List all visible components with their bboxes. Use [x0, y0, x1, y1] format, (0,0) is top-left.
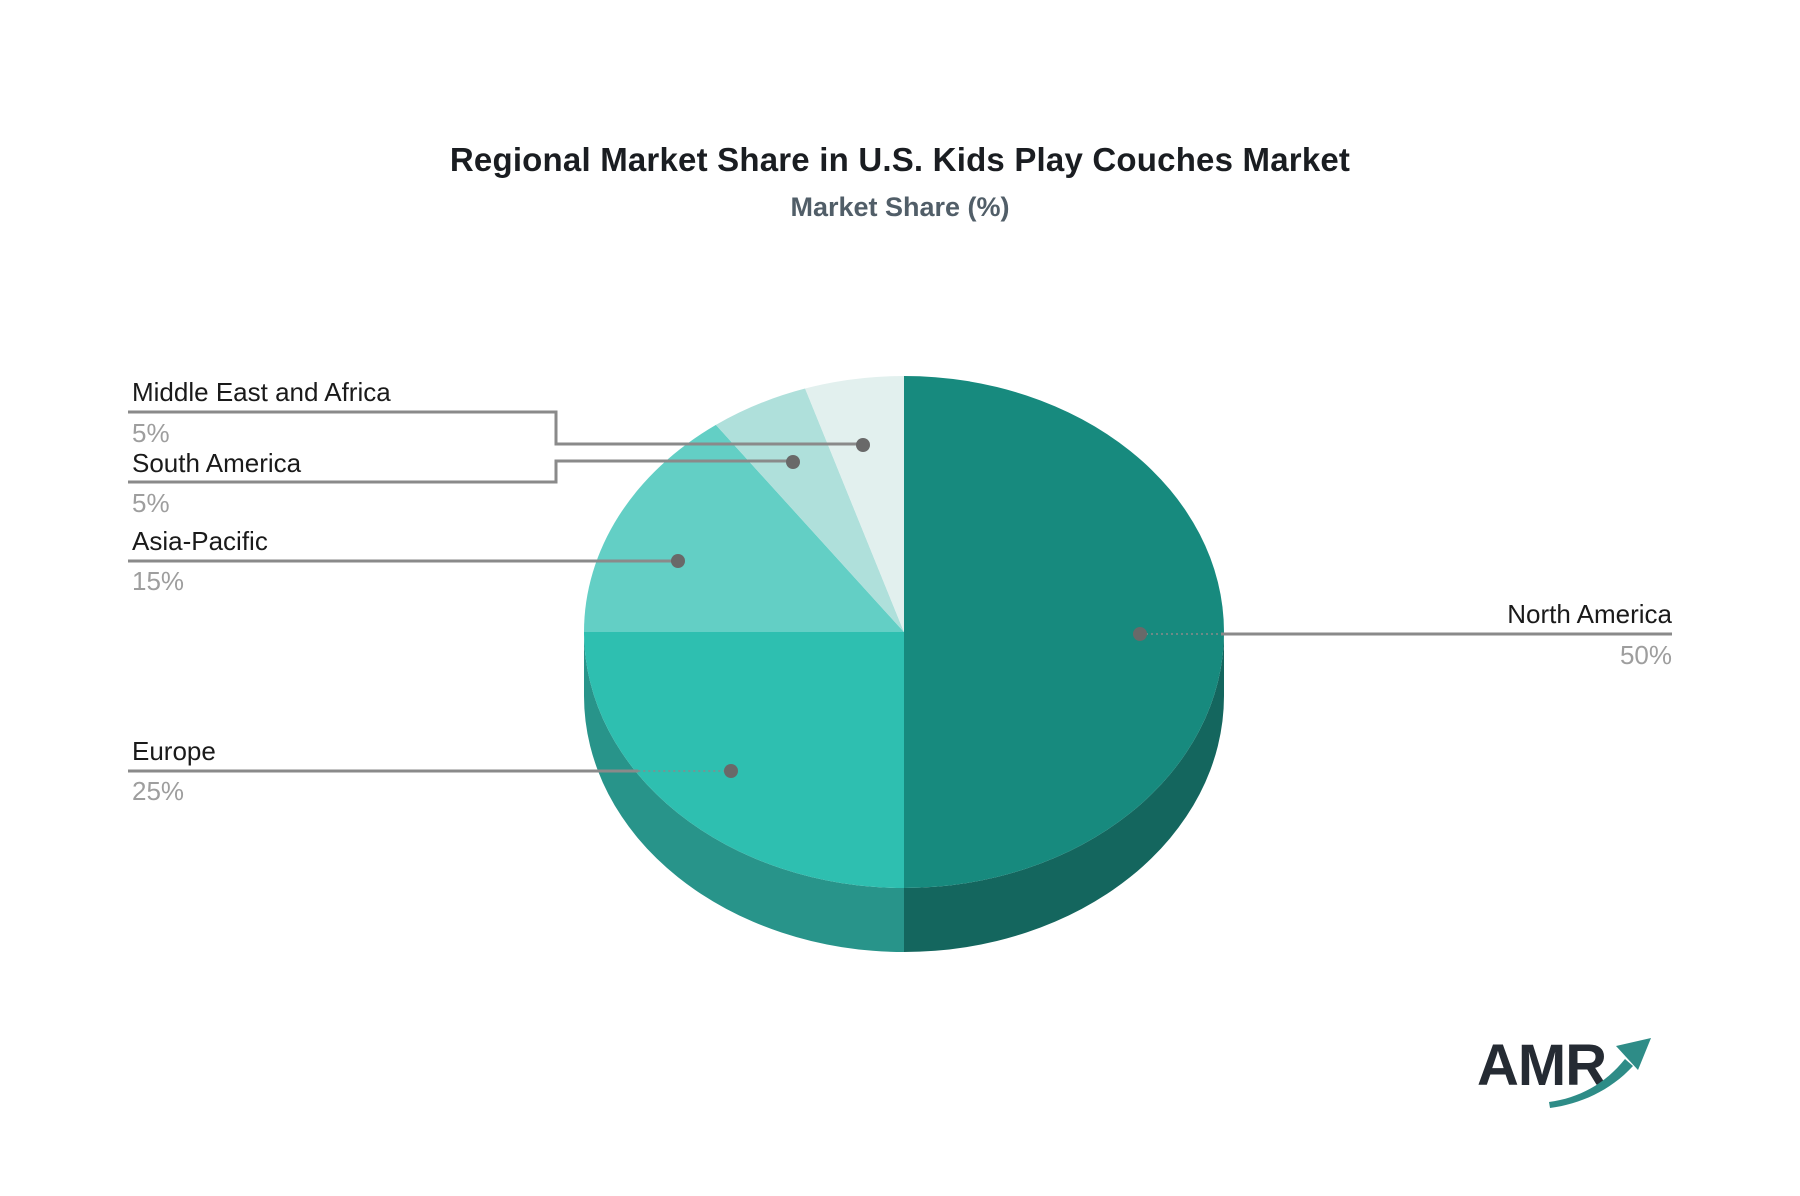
slice-label-europe: Europe	[132, 736, 216, 766]
callout-dot-middle-east-africa	[856, 438, 870, 452]
amr-logo: AMR	[1477, 1032, 1651, 1108]
callout-dot-north-america	[1133, 627, 1147, 641]
slice-pct-south-america: 5%	[132, 488, 170, 518]
callout-dot-europe	[724, 764, 738, 778]
slice-label-middle-east-africa: Middle East and Africa	[132, 377, 391, 407]
pie-slice-south-america[interactable]	[715, 388, 904, 632]
slice-label-asia-pacific: Asia-Pacific	[132, 526, 268, 556]
slice-pct-asia-pacific: 15%	[132, 566, 185, 596]
slice-pct-north-america: 50%	[1619, 640, 1672, 670]
callout-dot-south-america	[786, 455, 800, 469]
pie-rim-europe	[584, 632, 904, 952]
slice-label-north-america: North America	[1507, 599, 1672, 629]
chart-title: Regional Market Share in U.S. Kids Play …	[449, 141, 1351, 178]
pie-slice-asia-pacific[interactable]	[584, 424, 904, 632]
slice-pct-europe: 25%	[132, 776, 185, 806]
logo-text: AMR	[1477, 1033, 1607, 1098]
pie-slice-middle-east-africa[interactable]	[805, 376, 904, 632]
slice-pct-middle-east-africa: 5%	[132, 418, 170, 448]
callout-line-south-america	[128, 459, 788, 484]
callout-line-middle-east-africa	[128, 410, 858, 446]
slice-label-south-america: South America	[132, 448, 302, 478]
pie-slice-north-america[interactable]	[904, 376, 1224, 888]
chart-subtitle: Market Share (%)	[790, 192, 1010, 222]
pie-slice-europe[interactable]	[584, 632, 904, 888]
callout-dot-asia-pacific	[671, 554, 685, 568]
pie-rim-north-america	[904, 632, 1224, 952]
